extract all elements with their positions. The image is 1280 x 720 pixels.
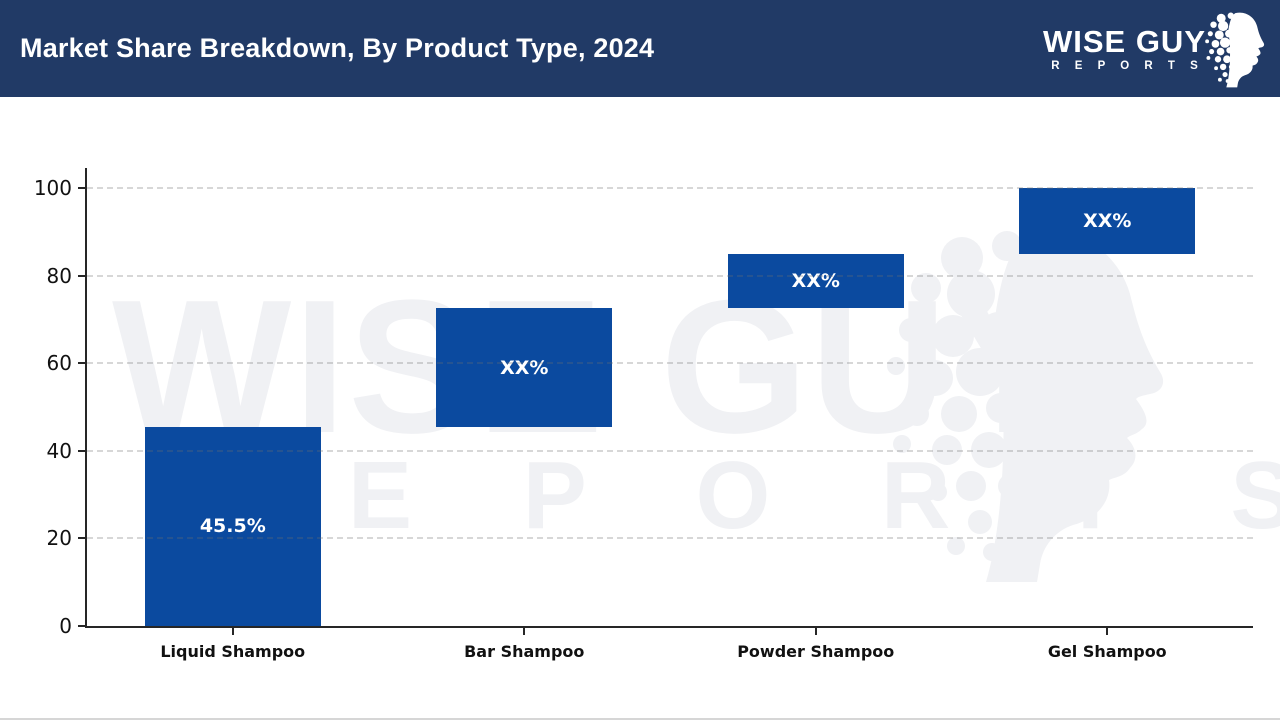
y-tickmark-80 [78,274,85,277]
x-tickmark-gel-shampoo [1106,628,1109,635]
x-tickmark-liquid-shampoo [231,628,234,635]
bar-value-label-bar-shampoo: XX% [500,356,549,379]
x-axis [85,626,1253,628]
gridline-80 [87,274,1253,277]
waterfall-chart: 0 20 40 60 80 100 45.5% Liquid Shampoo XX% Bar Sh… [0,97,1280,718]
bar-value-label-liquid-shampoo: 45.5% [199,515,266,538]
bar-liquid-shampoo: 45.5% [144,426,321,626]
gridline-60 [87,362,1253,365]
bar-bar-shampoo: XX% [436,308,613,427]
gridline-20 [87,537,1253,540]
bar-gel-shampoo: XX% [1019,188,1196,254]
gridline-100 [87,187,1253,189]
y-tickmark-20 [78,537,85,540]
y-tick-label-40: 40 [46,438,72,463]
page-title: Market Share Breakdown, By Product Type,… [20,33,655,63]
y-axis [85,168,87,628]
x-tick-label-gel-shampoo: Gel Shampoo [1047,642,1167,661]
y-tickmark-60 [78,362,85,365]
x-tickmark-bar-shampoo [523,628,526,635]
y-tick-label-0: 0 [59,614,72,638]
brand-face-icon [1205,12,1265,88]
header-bar: Market Share Breakdown, By Product Type,… [0,0,1280,97]
bar-value-label-powder-shampoo: XX% [791,270,840,293]
brand-name: WISE GUY [1042,24,1206,59]
brand-subtitle: R E P O R T S [1051,60,1204,72]
brand-logo: WISE GUY R E P O R T S [1043,7,1266,91]
brand-logo-text: WISE GUY R E P O R T S [1043,26,1206,72]
y-tick-label-100: 100 [33,176,72,200]
x-tick-label-powder-shampoo: Powder Shampoo [737,642,895,661]
bar-powder-shampoo: XX% [727,253,904,309]
y-tick-label-80: 80 [46,263,72,288]
y-tickmark-100 [78,187,85,189]
x-tickmark-powder-shampoo [814,628,817,635]
y-tick-label-60: 60 [46,351,72,376]
y-tickmark-0 [78,625,85,627]
x-tick-label-bar-shampoo: Bar Shampoo [464,642,585,661]
gridline-40 [87,449,1253,452]
bar-value-label-gel-shampoo: XX% [1083,209,1132,232]
y-tick-label-20: 20 [46,526,72,551]
y-tickmark-40 [78,449,85,452]
x-tick-label-liquid-shampoo: Liquid Shampoo [160,642,306,661]
